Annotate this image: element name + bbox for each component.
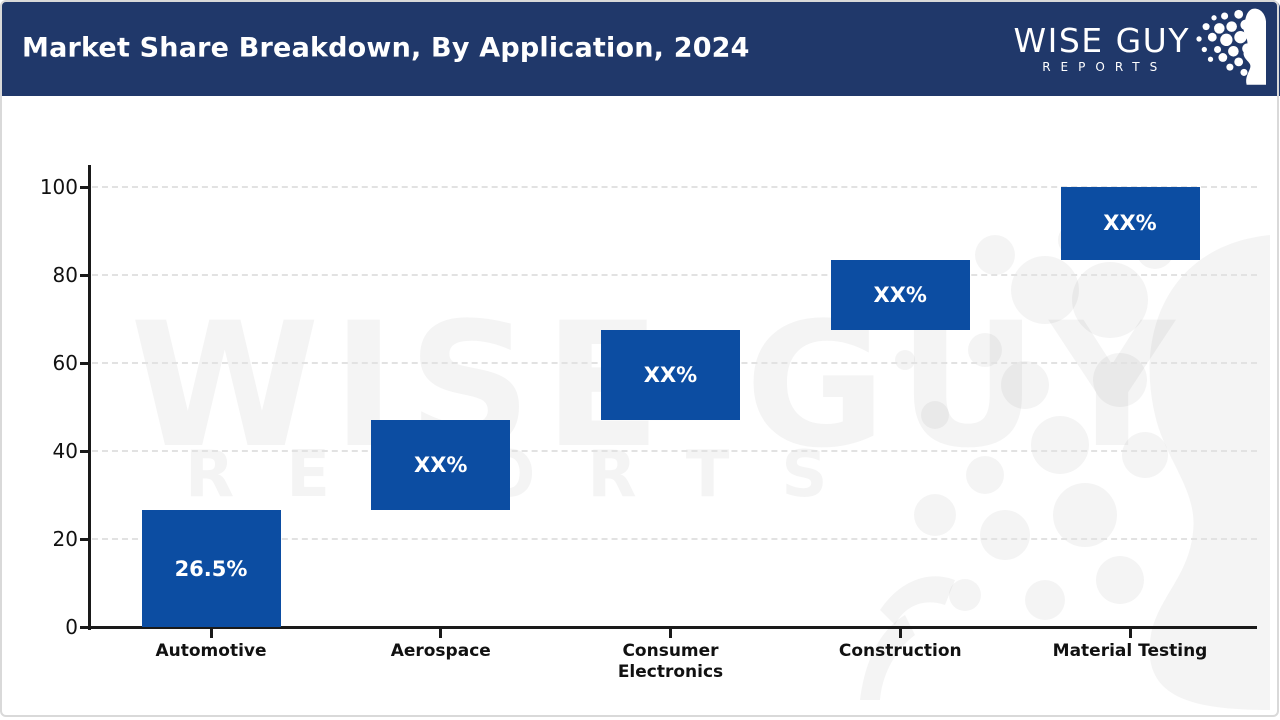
logo-wordmark: WISE GUY	[1013, 20, 1190, 60]
x-tick-4	[1128, 629, 1132, 638]
gridline-y-100	[92, 186, 1257, 188]
x-tick-2	[669, 629, 672, 638]
y-tick-label-100: 100	[39, 175, 78, 199]
category-label-2: Consumer Electronics	[617, 641, 724, 683]
gridline-y-80	[92, 274, 1257, 276]
x-axis-line	[83, 626, 1257, 629]
logo-head-icon	[1192, 7, 1266, 89]
y-tick-80	[80, 274, 89, 277]
logo-text: WISE GUY REPORTS	[1013, 24, 1190, 73]
wise-guy-reports-logo: WISE GUY REPORTS	[1013, 8, 1266, 88]
category-label-3: Construction	[838, 641, 962, 661]
bar-consumer-electronics: XX%	[601, 330, 740, 421]
header-band: Market Share Breakdown, By Application, …	[0, 0, 1280, 96]
category-label-4: Material Testing	[1052, 641, 1208, 661]
bar-value-label: 26.5%	[174, 556, 248, 581]
y-tick-100	[80, 186, 89, 189]
category-label-0: Automotive	[155, 641, 267, 661]
y-axis-line	[88, 165, 91, 630]
y-tick-label-60: 60	[52, 351, 78, 375]
gridline-y-40	[92, 450, 1257, 452]
bar-value-label: XX%	[414, 453, 468, 478]
x-tick-0	[209, 629, 213, 638]
y-tick-20	[80, 538, 89, 541]
y-tick-0	[80, 626, 89, 629]
category-label-1: Aerospace	[390, 641, 491, 661]
bar-value-label: XX%	[643, 363, 698, 388]
y-tick-60	[80, 362, 89, 365]
y-tick-label-0: 0	[65, 615, 78, 639]
bar-aerospace: XX%	[371, 420, 511, 511]
bar-value-label: XX%	[873, 282, 927, 307]
bar-construction: XX%	[830, 259, 970, 330]
bar-automotive: 26.5%	[141, 510, 281, 627]
y-tick-40	[80, 450, 89, 453]
gridline-y-20	[92, 538, 1257, 540]
x-tick-3	[898, 629, 902, 638]
y-tick-label-80: 80	[52, 263, 78, 287]
bar-material-testing: XX%	[1060, 187, 1200, 260]
page-title: Market Share Breakdown, By Application, …	[22, 32, 750, 64]
x-tick-1	[439, 629, 443, 638]
y-tick-label-20: 20	[52, 527, 78, 551]
y-tick-label-40: 40	[52, 439, 78, 463]
bar-value-label: XX%	[1103, 211, 1157, 236]
logo-subtitle: REPORTS	[1042, 59, 1168, 74]
